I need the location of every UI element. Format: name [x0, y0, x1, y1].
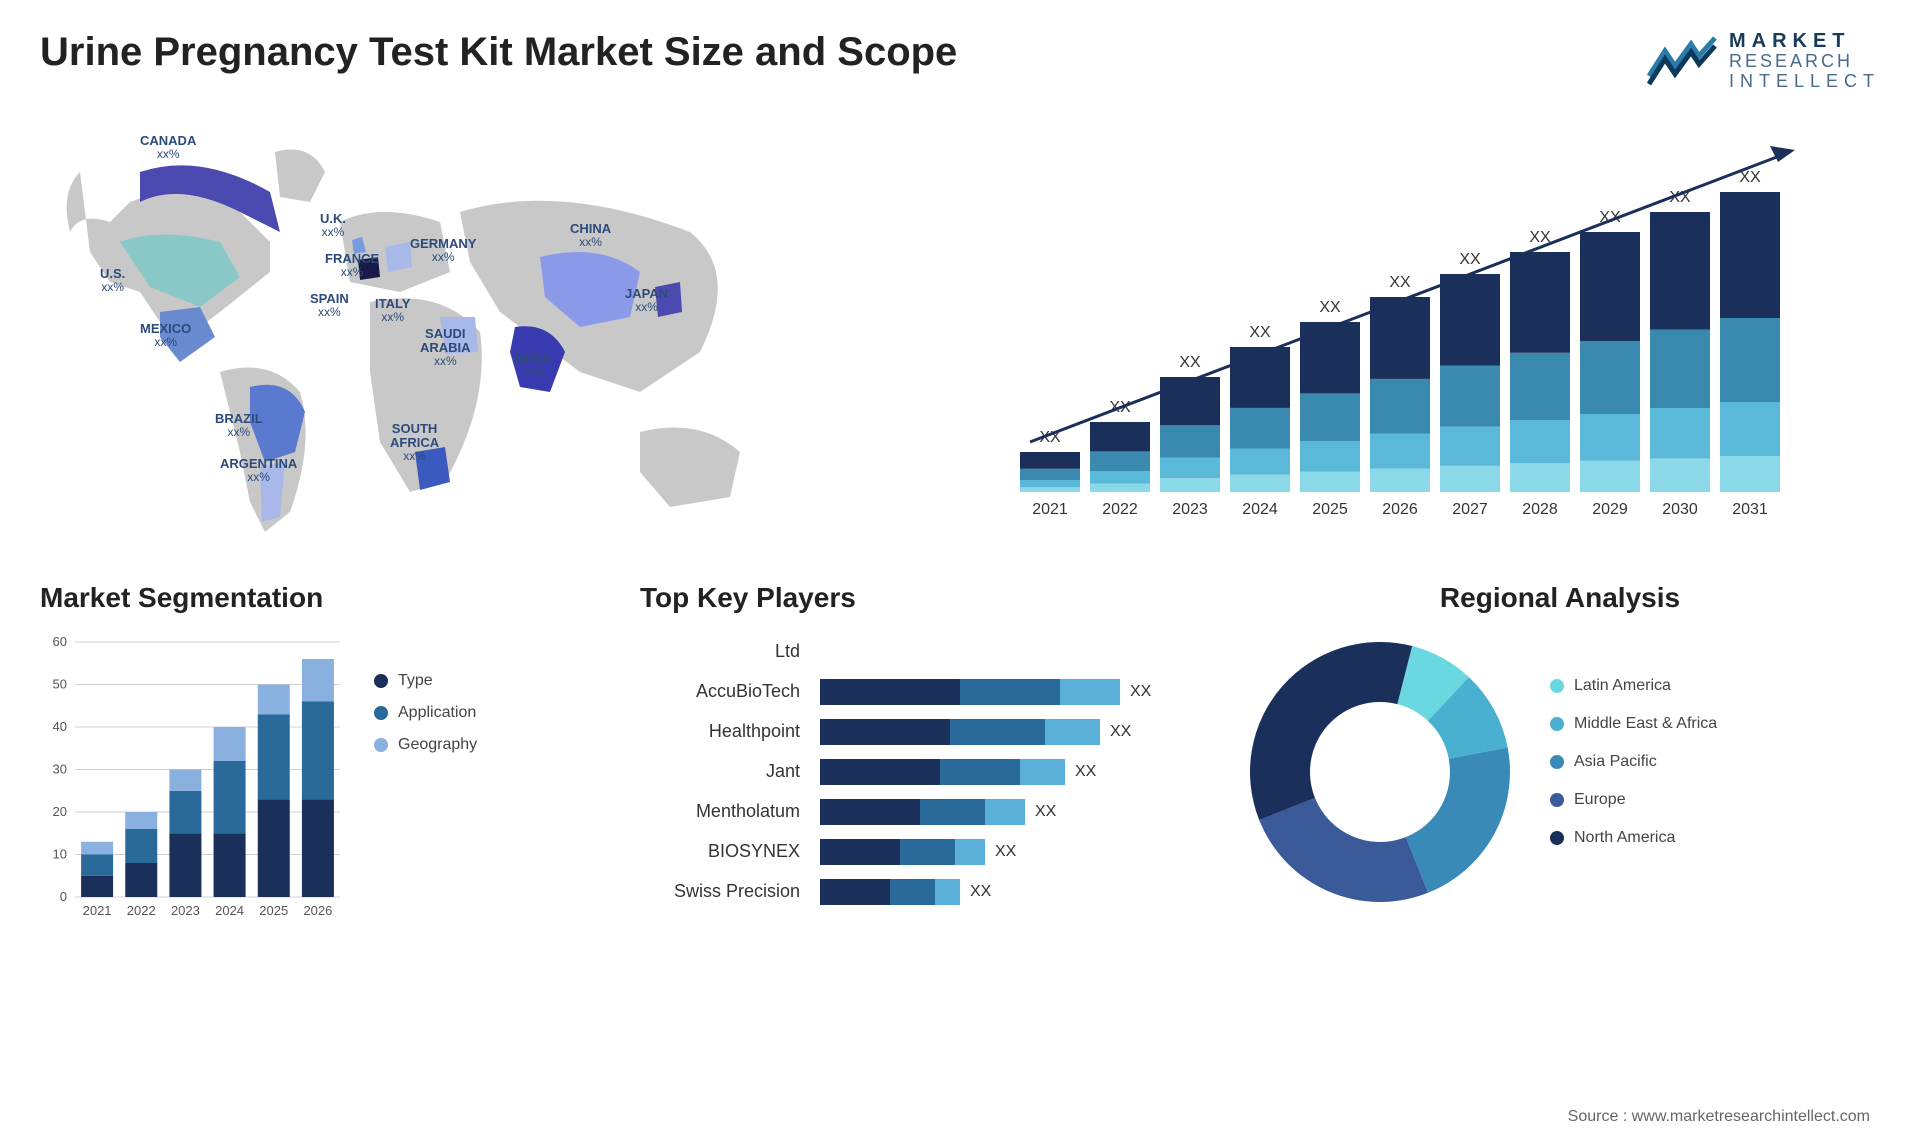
regional-panel: Regional Analysis Latin America Middle Ea… — [1240, 582, 1880, 952]
growth-bar-chart: XX2021XX2022XX2023XX2024XX2025XX2026XX20… — [940, 112, 1880, 542]
map-label: CANADAxx% — [140, 134, 196, 161]
key-player-row — [820, 632, 1200, 672]
legend-item: Europe — [1550, 791, 1717, 809]
world-map: CANADAxx% U.S.xx% MEXICOxx% BRAZILxx% ARGENT… — [40, 112, 900, 542]
svg-text:2026: 2026 — [1382, 501, 1418, 518]
key-player-row: XX — [820, 832, 1200, 872]
key-player-label: Mentholatum — [640, 792, 800, 832]
regional-donut-chart — [1240, 632, 1520, 912]
svg-text:2021: 2021 — [83, 903, 112, 918]
segmentation-title: Market Segmentation — [40, 582, 600, 614]
svg-text:2028: 2028 — [1522, 501, 1558, 518]
svg-text:2022: 2022 — [1102, 501, 1138, 518]
key-player-row: XX — [820, 672, 1200, 712]
legend-item: Geography — [374, 736, 477, 754]
key-player-label: Healthpoint — [640, 712, 800, 752]
svg-text:60: 60 — [53, 634, 67, 649]
svg-text:2025: 2025 — [1312, 501, 1348, 518]
logo-line2: RESEARCH — [1729, 52, 1880, 72]
map-label: SPAINxx% — [310, 292, 349, 319]
legend-item: Latin America — [1550, 677, 1717, 695]
svg-text:2024: 2024 — [1242, 501, 1278, 518]
legend-item: Asia Pacific — [1550, 753, 1717, 771]
key-player-label: Jant — [640, 752, 800, 792]
logo-line1: MARKET — [1729, 30, 1880, 52]
key-player-label: BIOSYNEX — [640, 832, 800, 872]
key-player-row: XX — [820, 712, 1200, 752]
segmentation-panel: Market Segmentation 0 10 20 30 40 50 60 2021 202… — [40, 582, 600, 952]
svg-text:XX: XX — [1459, 251, 1481, 268]
map-label: SOUTHAFRICAxx% — [390, 422, 439, 464]
svg-text:10: 10 — [53, 846, 67, 861]
svg-text:2025: 2025 — [259, 903, 288, 918]
segmentation-legend: Type Application Geography — [374, 632, 477, 922]
svg-text:2021: 2021 — [1032, 501, 1068, 518]
key-player-label: AccuBioTech — [640, 672, 800, 712]
key-players-panel: Top Key Players LtdAccuBioTechHealthpoin… — [640, 582, 1200, 952]
map-label: MEXICOxx% — [140, 322, 191, 349]
svg-text:2029: 2029 — [1592, 501, 1628, 518]
svg-text:XX: XX — [1249, 324, 1271, 341]
legend-item: North America — [1550, 829, 1717, 847]
svg-text:2027: 2027 — [1452, 501, 1488, 518]
svg-text:XX: XX — [1179, 354, 1201, 371]
key-player-row: XX — [820, 752, 1200, 792]
key-player-row: XX — [820, 792, 1200, 832]
map-label: ITALYxx% — [375, 297, 410, 324]
map-label: BRAZILxx% — [215, 412, 263, 439]
map-label: SAUDIARABIAxx% — [420, 327, 471, 369]
svg-text:XX: XX — [1319, 299, 1341, 316]
page-title: Urine Pregnancy Test Kit Market Size and… — [40, 30, 957, 75]
map-label: JAPANxx% — [625, 287, 668, 314]
regional-title: Regional Analysis — [1240, 582, 1880, 614]
svg-text:2024: 2024 — [215, 903, 244, 918]
map-label: U.K.xx% — [320, 212, 346, 239]
svg-text:2030: 2030 — [1662, 501, 1698, 518]
legend-item: Application — [374, 704, 477, 722]
map-label: ARGENTINAxx% — [220, 457, 297, 484]
logo-line3: INTELLECT — [1729, 72, 1880, 92]
svg-text:40: 40 — [53, 719, 67, 734]
svg-text:2022: 2022 — [127, 903, 156, 918]
legend-item: Middle East & Africa — [1550, 715, 1717, 733]
key-players-bars: XXXXXXXXXXXX — [820, 632, 1200, 912]
key-player-row: XX — [820, 872, 1200, 912]
svg-text:30: 30 — [53, 761, 67, 776]
svg-text:20: 20 — [53, 804, 67, 819]
svg-text:2031: 2031 — [1732, 501, 1768, 518]
key-players-title: Top Key Players — [640, 582, 1200, 614]
map-label: CHINAxx% — [570, 222, 611, 249]
svg-text:2023: 2023 — [1172, 501, 1208, 518]
svg-text:2026: 2026 — [303, 903, 332, 918]
segmentation-chart: 0 10 20 30 40 50 60 2021 2022 2023 2024 2025 2026 — [40, 632, 350, 922]
map-label: INDIAxx% — [515, 352, 550, 379]
key-players-labels: LtdAccuBioTechHealthpointJantMentholatum… — [640, 632, 800, 912]
logo-icon — [1647, 36, 1717, 86]
key-player-label: Swiss Precision — [640, 872, 800, 912]
svg-text:0: 0 — [60, 889, 67, 904]
svg-text:2023: 2023 — [171, 903, 200, 918]
brand-logo: MARKET RESEARCH INTELLECT — [1647, 30, 1880, 92]
svg-text:XX: XX — [1389, 274, 1411, 291]
map-label: FRANCExx% — [325, 252, 379, 279]
map-label: U.S.xx% — [100, 267, 125, 294]
map-label: GERMANYxx% — [410, 237, 476, 264]
svg-text:50: 50 — [53, 676, 67, 691]
regional-legend: Latin America Middle East & Africa Asia Pa… — [1550, 677, 1717, 867]
key-player-label: Ltd — [640, 632, 800, 672]
source-text: Source : www.marketresearchintellect.com — [1568, 1108, 1870, 1126]
legend-item: Type — [374, 672, 477, 690]
